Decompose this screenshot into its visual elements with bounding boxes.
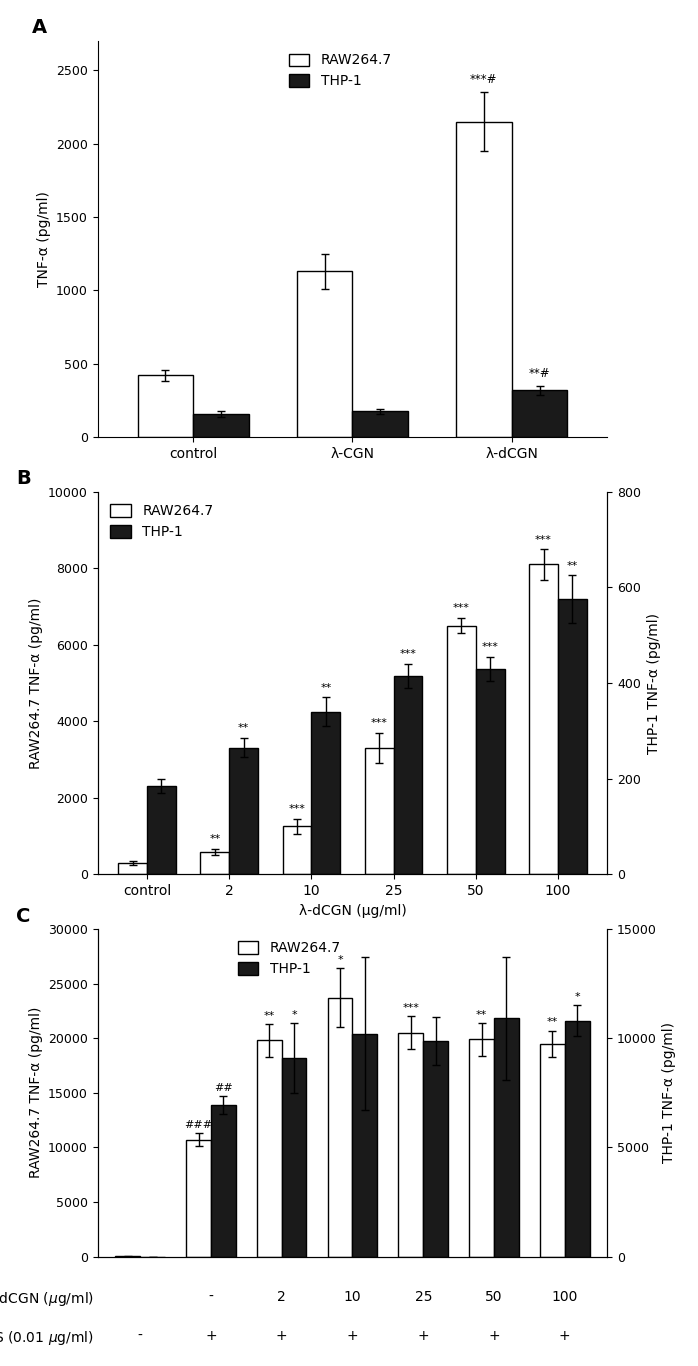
- Y-axis label: RAW264.7 TNF-α (pg/ml): RAW264.7 TNF-α (pg/ml): [29, 1007, 43, 1179]
- Y-axis label: THP-1 TNF-α (pg/ml): THP-1 TNF-α (pg/ml): [646, 612, 660, 754]
- Bar: [229, 747, 258, 874]
- Text: ###: ###: [184, 1120, 213, 1130]
- Bar: [540, 1044, 565, 1257]
- Bar: [211, 1105, 236, 1257]
- Text: *: *: [574, 992, 580, 1003]
- Bar: [558, 600, 587, 874]
- Text: -: -: [138, 1329, 142, 1343]
- Text: +: +: [347, 1329, 358, 1343]
- Bar: [352, 1034, 377, 1257]
- Bar: [423, 1041, 448, 1257]
- Bar: [118, 863, 147, 874]
- Text: **#: **#: [529, 367, 551, 380]
- Bar: [193, 414, 249, 437]
- Text: +: +: [276, 1329, 288, 1343]
- Text: LPS (0.01 $\mu$g/ml): LPS (0.01 $\mu$g/ml): [0, 1329, 94, 1347]
- Text: ***: ***: [399, 649, 417, 660]
- Text: B: B: [16, 469, 31, 488]
- Text: ***: ***: [403, 1003, 419, 1014]
- Text: +: +: [205, 1329, 217, 1343]
- X-axis label: λ-dCGN (μg/ml): λ-dCGN (μg/ml): [299, 903, 406, 918]
- Y-axis label: TNF-α (pg/ml): TNF-α (pg/ml): [36, 191, 50, 287]
- Text: **: **: [264, 1011, 275, 1020]
- Text: ***: ***: [288, 805, 306, 814]
- Text: C: C: [16, 907, 31, 926]
- Bar: [282, 1057, 306, 1257]
- Text: +: +: [488, 1329, 500, 1343]
- Text: $\lambda$-dCGN ($\mu$g/ml): $\lambda$-dCGN ($\mu$g/ml): [0, 1290, 94, 1307]
- Bar: [283, 826, 311, 874]
- Text: ***: ***: [482, 642, 498, 652]
- Bar: [200, 852, 229, 874]
- Text: 25: 25: [415, 1290, 432, 1303]
- Text: 10: 10: [343, 1290, 362, 1303]
- Text: ***: ***: [535, 534, 552, 545]
- Bar: [565, 1020, 590, 1257]
- Bar: [456, 122, 512, 437]
- Bar: [529, 564, 558, 874]
- Bar: [399, 1033, 423, 1257]
- Bar: [494, 1019, 519, 1257]
- Bar: [311, 712, 340, 874]
- Text: -: -: [209, 1290, 214, 1303]
- Bar: [328, 997, 352, 1257]
- Text: ##: ##: [214, 1083, 232, 1093]
- Bar: [365, 749, 394, 874]
- Text: +: +: [417, 1329, 429, 1343]
- Y-axis label: THP-1 TNF-α (pg/ml): THP-1 TNF-α (pg/ml): [662, 1022, 676, 1164]
- Legend: RAW264.7, THP-1: RAW264.7, THP-1: [105, 499, 219, 545]
- Bar: [476, 668, 505, 874]
- Legend: RAW264.7, THP-1: RAW264.7, THP-1: [232, 936, 346, 982]
- Legend: RAW264.7, THP-1: RAW264.7, THP-1: [283, 48, 397, 94]
- Bar: [469, 1040, 494, 1257]
- Bar: [512, 391, 567, 437]
- Text: **: **: [209, 835, 221, 844]
- Text: **: **: [547, 1018, 558, 1027]
- Text: *: *: [337, 955, 343, 964]
- Text: 2: 2: [277, 1290, 286, 1303]
- Bar: [447, 626, 476, 874]
- Text: A: A: [31, 18, 47, 37]
- Text: ***: ***: [453, 604, 470, 613]
- Bar: [147, 785, 176, 874]
- Y-axis label: RAW264.7 TNF-α (pg/ml): RAW264.7 TNF-α (pg/ml): [29, 597, 43, 769]
- Text: +: +: [559, 1329, 570, 1343]
- Bar: [297, 272, 352, 437]
- Text: 100: 100: [551, 1290, 578, 1303]
- Text: **: **: [476, 1009, 487, 1019]
- Bar: [186, 1139, 211, 1257]
- Text: **: **: [320, 683, 332, 693]
- Text: ***: ***: [371, 719, 387, 728]
- Bar: [138, 376, 193, 437]
- Bar: [394, 676, 422, 874]
- Text: ***#: ***#: [470, 74, 498, 86]
- Text: *: *: [291, 1009, 297, 1019]
- Bar: [352, 411, 408, 437]
- Text: 50: 50: [485, 1290, 503, 1303]
- Text: **: **: [238, 724, 249, 734]
- Bar: [257, 1041, 282, 1257]
- Text: **: **: [567, 561, 578, 571]
